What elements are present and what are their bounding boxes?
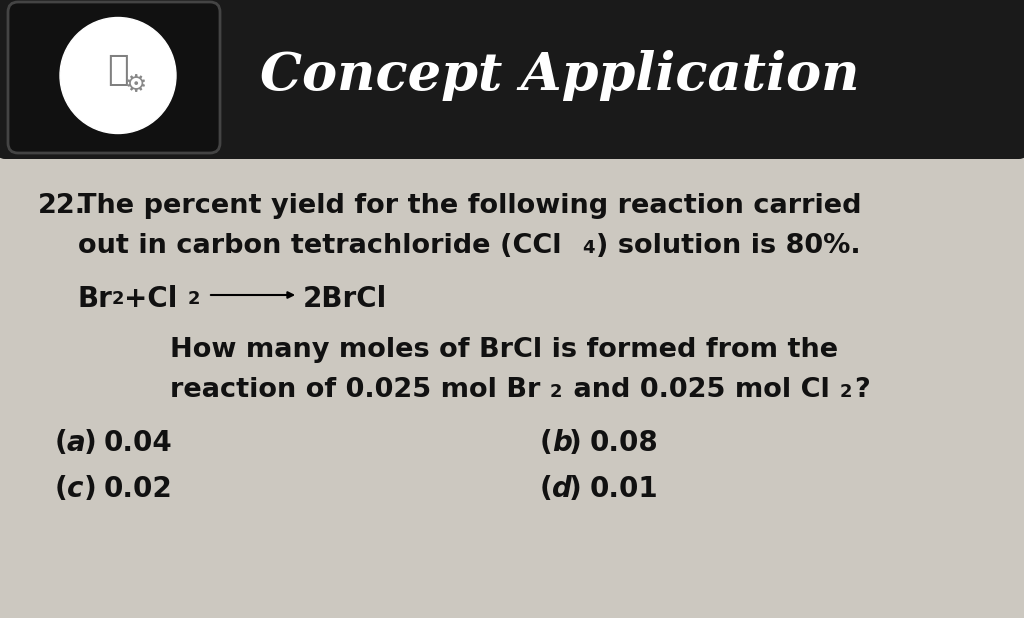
Text: Br: Br [78,285,113,313]
Text: (: ( [540,475,553,503]
Text: ): ) [84,429,96,457]
Text: 2BrCl: 2BrCl [303,285,387,313]
Text: ?: ? [854,377,869,403]
Text: a: a [67,429,86,457]
Text: 4: 4 [582,239,595,257]
Text: ): ) [569,429,582,457]
Text: 2: 2 [840,383,853,401]
Text: +Cl: +Cl [124,285,177,313]
Text: ): ) [84,475,96,503]
FancyBboxPatch shape [0,0,1024,159]
Text: The percent yield for the following reaction carried: The percent yield for the following reac… [78,193,861,219]
Text: 0.04: 0.04 [104,429,173,457]
Text: 2: 2 [112,290,125,308]
Text: (: ( [55,429,68,457]
Text: reaction of 0.025 mol Br: reaction of 0.025 mol Br [170,377,541,403]
Text: b: b [552,429,571,457]
Text: 0.08: 0.08 [590,429,658,457]
Text: 2: 2 [550,383,562,401]
Text: (: ( [55,475,68,503]
Text: ⚙: ⚙ [125,74,147,98]
Text: and 0.025 mol Cl: and 0.025 mol Cl [564,377,829,403]
FancyBboxPatch shape [8,2,220,153]
Circle shape [60,17,176,133]
Text: 22.: 22. [38,193,86,219]
Text: (: ( [540,429,553,457]
Text: ) solution is 80%.: ) solution is 80%. [596,233,860,259]
Text: c: c [67,475,84,503]
Text: out in carbon tetrachloride (CCl: out in carbon tetrachloride (CCl [78,233,561,259]
Text: d: d [552,475,571,503]
Text: 2: 2 [188,290,201,308]
Text: 🧠: 🧠 [108,53,129,87]
Text: ): ) [569,475,582,503]
Text: How many moles of BrCl is formed from the: How many moles of BrCl is formed from th… [170,337,838,363]
Text: 0.01: 0.01 [590,475,658,503]
Text: Concept Application: Concept Application [260,50,860,101]
Text: 0.02: 0.02 [104,475,173,503]
